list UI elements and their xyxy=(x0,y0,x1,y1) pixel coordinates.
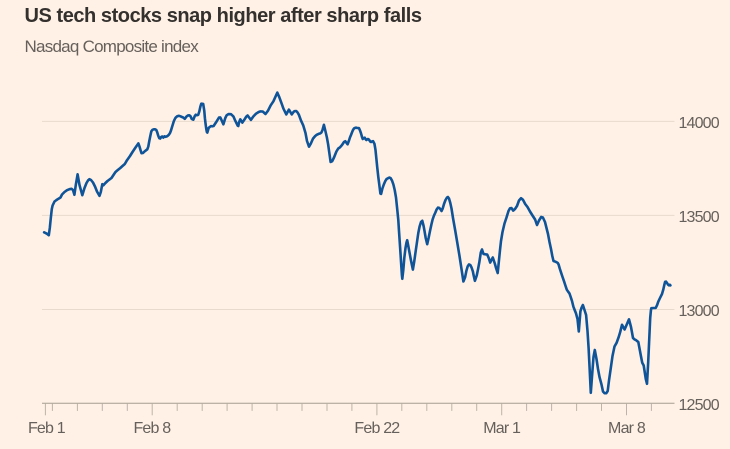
svg-text:Feb 8: Feb 8 xyxy=(133,420,171,437)
svg-text:Mar 1: Mar 1 xyxy=(483,420,521,437)
svg-text:13000: 13000 xyxy=(679,303,720,320)
svg-text:13500: 13500 xyxy=(679,209,720,226)
svg-text:12500: 12500 xyxy=(679,397,720,414)
svg-text:Mar 8: Mar 8 xyxy=(608,420,646,437)
svg-text:14000: 14000 xyxy=(679,115,720,132)
svg-text:Feb 1: Feb 1 xyxy=(28,420,66,437)
svg-text:Feb 22: Feb 22 xyxy=(354,420,400,437)
